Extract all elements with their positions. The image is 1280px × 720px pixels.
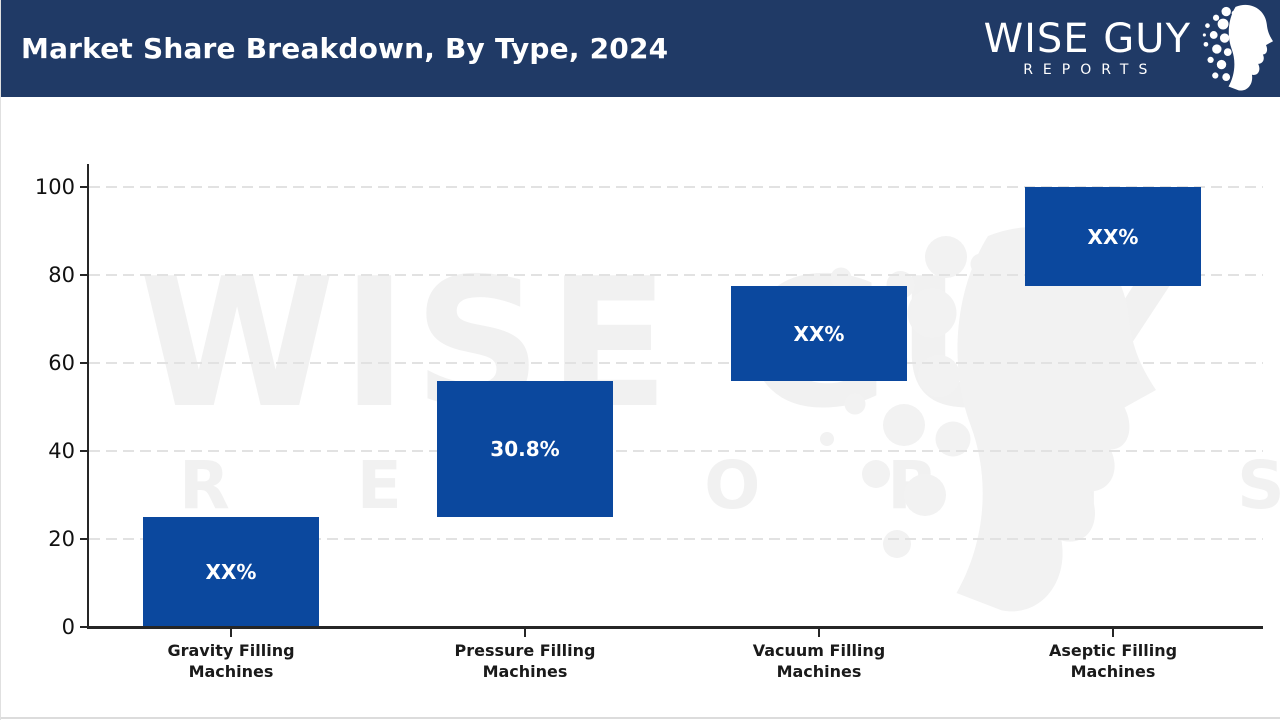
wiseguy-logo: WISE GUY REPORTS — [984, 2, 1273, 96]
x-axis-category-label: Vacuum Filling Machines — [752, 641, 886, 681]
bar-value-label: 30.8% — [490, 437, 560, 462]
logo-wordmark: WISE GUY — [983, 16, 1191, 62]
y-axis-tick — [80, 362, 88, 364]
bar: XX% — [143, 517, 319, 627]
y-gridline — [89, 186, 1263, 188]
x-axis-category-label: Aseptic Filling Machines — [1048, 641, 1178, 681]
y-axis-spine — [87, 164, 89, 629]
y-axis-tick — [80, 626, 88, 628]
y-axis-tick-label: 80 — [48, 263, 75, 287]
bar: 30.8% — [437, 381, 613, 517]
y-axis-tick — [80, 186, 88, 188]
y-axis-tick — [80, 274, 88, 276]
x-axis-category-label: Gravity Filling Machines — [167, 641, 295, 681]
bottom-divider — [1, 717, 1280, 719]
y-axis-tick-label: 60 — [48, 351, 75, 375]
logo-subtitle: REPORTS — [1023, 62, 1158, 78]
y-axis-tick-label: 40 — [48, 439, 75, 463]
page-title: Market Share Breakdown, By Type, 2024 — [21, 32, 669, 65]
y-axis-tick-label: 20 — [48, 527, 75, 551]
y-gridline — [89, 538, 1263, 540]
bar-value-label: XX% — [205, 560, 257, 584]
x-axis-category-label: Pressure Filling Machines — [454, 641, 596, 681]
y-axis-tick — [80, 538, 88, 540]
y-gridline — [89, 362, 1263, 364]
x-axis-tick — [818, 629, 820, 637]
wiseguy-head-icon — [1202, 4, 1273, 91]
y-gridline — [89, 274, 1263, 276]
y-axis-tick — [80, 450, 88, 452]
bar-value-label: XX% — [1087, 224, 1139, 249]
x-axis-spine — [87, 626, 1263, 629]
bar: XX% — [731, 286, 907, 382]
x-axis-tick — [230, 629, 232, 637]
x-axis-tick — [524, 629, 526, 637]
y-axis-tick-label: 100 — [34, 175, 75, 199]
y-gridline — [89, 450, 1263, 452]
header: Market Share Breakdown, By Type, 2024 WI… — [1, 0, 1280, 97]
x-axis-tick — [1112, 629, 1114, 637]
bar: XX% — [1025, 187, 1201, 287]
y-axis-tick-label: 0 — [61, 615, 75, 639]
bar-value-label: XX% — [793, 321, 845, 346]
